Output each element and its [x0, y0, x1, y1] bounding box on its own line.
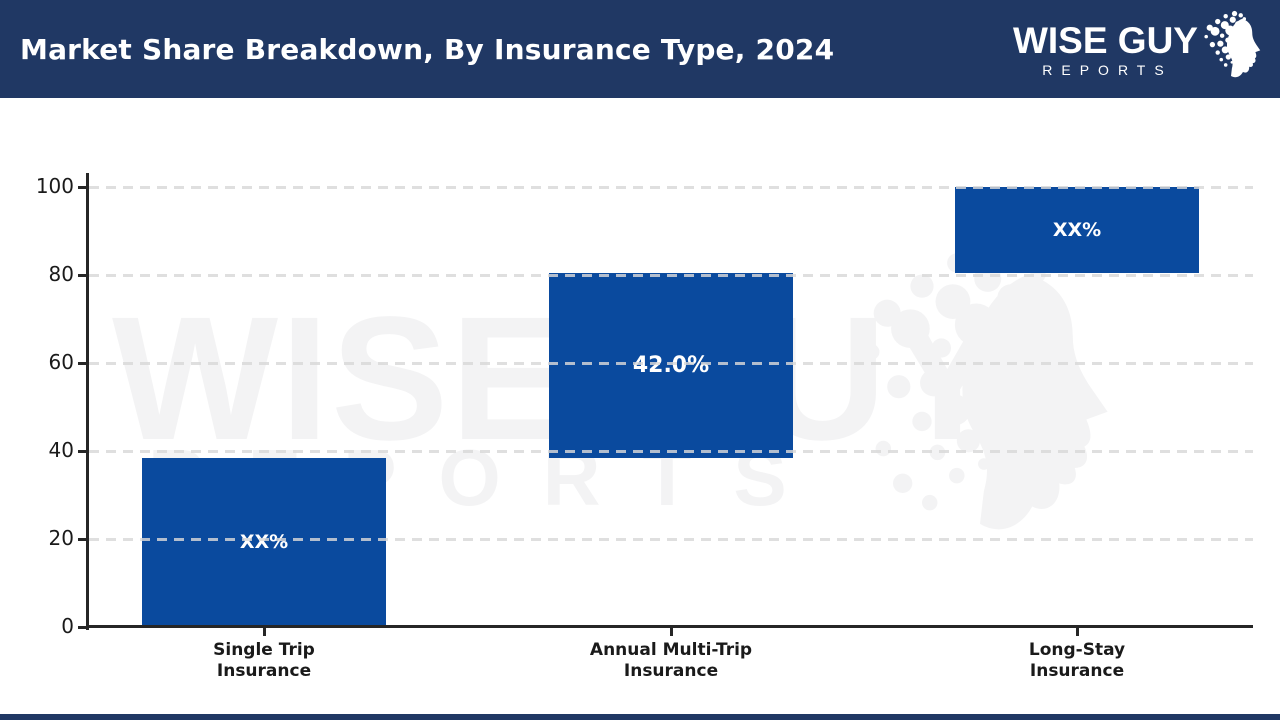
y-tick-label: 100	[35, 174, 74, 198]
y-tick-label: 40	[48, 438, 74, 462]
x-axis-line	[86, 625, 1253, 628]
bar-value-label: XX%	[1052, 218, 1102, 241]
y-tick-label: 20	[48, 526, 74, 550]
brand-logo-text: WISE GUY REPORTS	[1013, 22, 1198, 77]
y-tick-mark	[78, 185, 86, 189]
y-tick-label: 0	[61, 614, 74, 638]
watermark-head-icon	[864, 239, 1108, 530]
gridline-60	[89, 361, 1253, 365]
bar-value-label: XX%	[239, 531, 289, 554]
y-tick-mark	[78, 537, 86, 541]
gridline-20	[89, 537, 1253, 541]
y-tick-mark	[78, 361, 86, 365]
bar-annual-multi-trip-insurance: 42.0%	[549, 272, 793, 458]
x-tick-mark	[669, 628, 673, 636]
brand-subtitle: REPORTS	[1042, 61, 1173, 78]
bar-single-trip-insurance: XX%	[142, 457, 386, 627]
x-tick-mark	[262, 628, 266, 636]
brand-logo: WISE GUY REPORTS	[1013, 9, 1262, 89]
y-tick-mark	[78, 449, 86, 453]
y-axis-line	[86, 173, 89, 630]
page-title: Market Share Breakdown, By Insurance Typ…	[20, 32, 835, 66]
y-tick-mark	[78, 625, 86, 629]
footer-bar	[0, 714, 1280, 720]
x-tick-mark	[1075, 628, 1079, 636]
x-tick-label-3: Long-Stay Insurance	[1028, 640, 1126, 681]
header-bar: Market Share Breakdown, By Insurance Typ…	[0, 0, 1280, 98]
y-tick-mark	[78, 273, 86, 277]
y-tick-label: 60	[48, 350, 74, 374]
bar-long-stay-insurance: XX%	[955, 187, 1199, 273]
gridline-100	[89, 185, 1253, 189]
bar-value-label: 42.0%	[632, 352, 710, 378]
brand-head-icon	[1204, 10, 1261, 78]
y-tick-label: 80	[48, 262, 74, 286]
gridline-80	[89, 273, 1253, 277]
brand-name: WISE GUY	[1012, 19, 1198, 61]
x-tick-label-1: Single Trip Insurance	[213, 640, 315, 681]
gridline-40	[89, 449, 1253, 453]
x-tick-label-2: Annual Multi-Trip Insurance	[589, 640, 753, 681]
